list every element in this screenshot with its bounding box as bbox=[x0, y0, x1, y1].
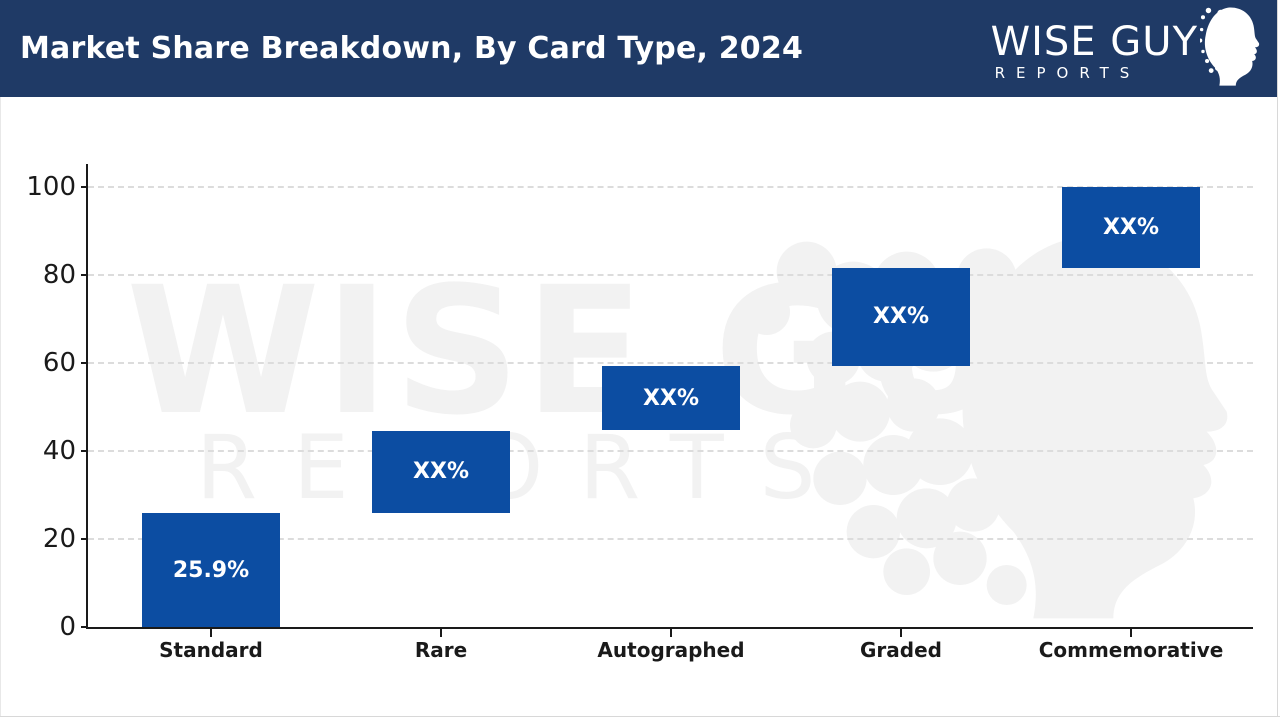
y-axis-tick-label: 80 bbox=[42, 260, 76, 290]
logo-subtext: REPORTS bbox=[994, 63, 1141, 82]
y-axis-tick bbox=[81, 538, 88, 540]
y-axis-tick bbox=[81, 186, 88, 188]
bar-value-label: XX% bbox=[1103, 214, 1159, 240]
y-axis-tick-label: 0 bbox=[59, 612, 76, 642]
x-axis-tick bbox=[900, 629, 902, 637]
card-right-border bbox=[1277, 0, 1278, 717]
bar-value-label: XX% bbox=[873, 304, 929, 330]
gridline-40 bbox=[88, 450, 1253, 452]
bar-commemorative: XX% bbox=[1062, 187, 1200, 268]
bar-value-label: XX% bbox=[643, 385, 699, 411]
x-axis-tick bbox=[670, 629, 672, 637]
card-bottom-border bbox=[0, 716, 1280, 717]
y-axis-tick bbox=[81, 626, 88, 628]
plot-area: WISE GUY REPORTS 0 20 40 60 80 100 25.9% Standa… bbox=[0, 97, 1280, 720]
wiseguy-logo: WISE GUY REPORTS bbox=[991, 5, 1262, 87]
y-axis-tick bbox=[81, 274, 88, 276]
header: Market Share Breakdown, By Card Type, 20… bbox=[0, 0, 1278, 97]
gridline-100 bbox=[88, 186, 1253, 188]
bar-standard: 25.9% bbox=[142, 513, 280, 627]
bar-value-label: XX% bbox=[413, 459, 469, 485]
bar-graded: XX% bbox=[832, 267, 970, 366]
gridline-80 bbox=[88, 274, 1253, 276]
bar-rare: XX% bbox=[372, 431, 510, 513]
y-axis-tick bbox=[81, 362, 88, 364]
x-axis-category-label: Rare bbox=[414, 638, 468, 662]
y-axis-line bbox=[86, 164, 88, 629]
chart-title: Market Share Breakdown, By Card Type, 20… bbox=[20, 31, 804, 66]
logo-text: WISE GUY REPORTS bbox=[991, 21, 1198, 82]
y-axis-tick-label: 40 bbox=[42, 436, 76, 466]
gridline-20 bbox=[88, 538, 1253, 540]
card-left-border bbox=[0, 97, 1, 716]
y-axis-tick bbox=[81, 450, 88, 452]
x-axis-tick bbox=[1130, 629, 1132, 637]
x-axis-category-label: Autographed bbox=[597, 638, 745, 662]
logo-wordmark: WISE GUY bbox=[990, 18, 1198, 65]
bar-value-label: 25.9% bbox=[172, 557, 250, 583]
y-axis-tick-label: 100 bbox=[26, 172, 76, 202]
y-axis-tick-label: 20 bbox=[42, 524, 76, 554]
x-axis-category-label: Graded bbox=[860, 638, 942, 662]
wiseguy-face-icon bbox=[1200, 7, 1260, 86]
x-axis-line bbox=[86, 627, 1253, 629]
y-axis-tick-label: 60 bbox=[42, 348, 76, 378]
x-axis-category-label: Commemorative bbox=[1038, 638, 1224, 662]
x-axis-tick bbox=[440, 629, 442, 637]
gridline-60 bbox=[88, 362, 1253, 364]
bar-autographed: XX% bbox=[602, 366, 740, 431]
x-axis-category-label: Standard bbox=[159, 638, 263, 662]
x-axis-tick bbox=[210, 629, 212, 637]
